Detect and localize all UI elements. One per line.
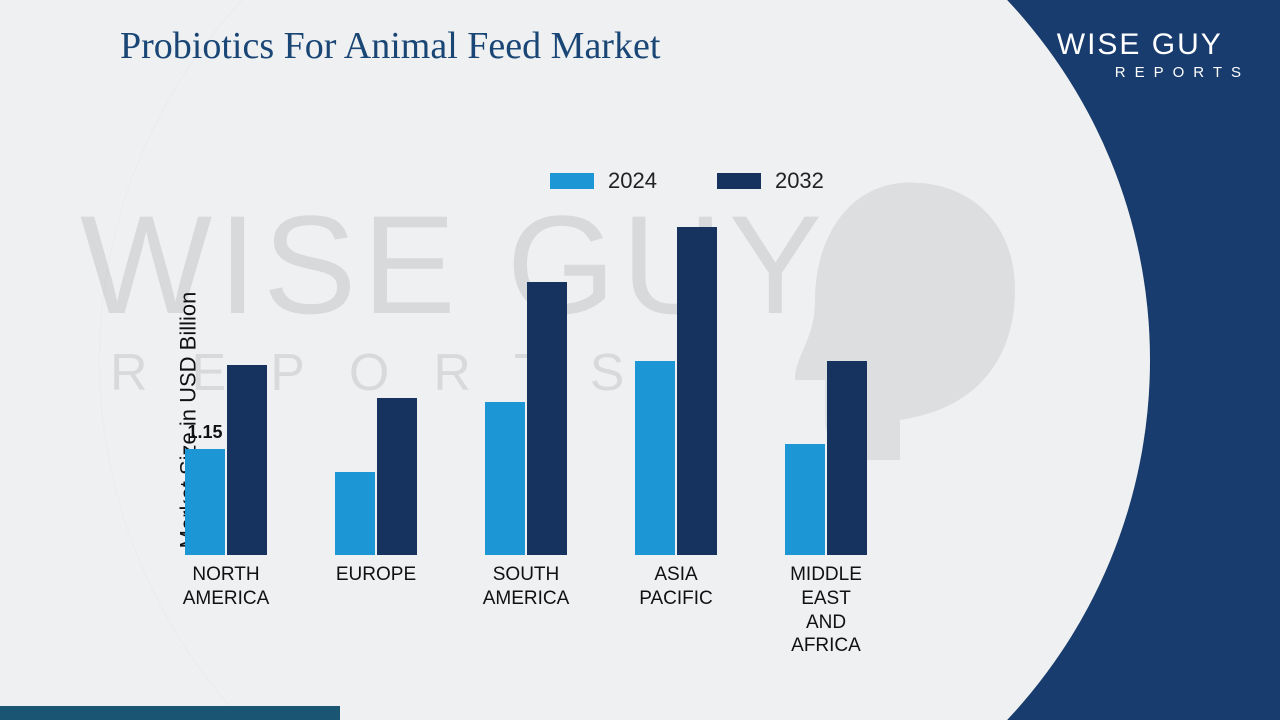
x-axis-category-label: NORTHAMERICA — [156, 563, 296, 611]
bar-2032 — [377, 398, 417, 555]
bar-2032 — [827, 361, 867, 555]
brand-logo: WISE GUY REPORTS — [1057, 28, 1250, 81]
bar-2032 — [527, 282, 567, 555]
x-axis-category-label: EUROPE — [306, 563, 446, 587]
bar-2024 — [185, 449, 225, 555]
x-axis-category-label: MIDDLEEASTANDAFRICA — [756, 563, 896, 658]
chart-title: Probiotics For Animal Feed Market — [120, 24, 660, 68]
bar-2024 — [785, 444, 825, 555]
plot-area: 1.15NORTHAMERICAEUROPESOUTHAMERICAASIAPA… — [155, 185, 945, 555]
chart-area: Market Size in USD Billion 1.15NORTHAMER… — [100, 180, 950, 660]
chart-canvas: WISE GUY REPORTS WISE GUY REPORTS Probio… — [0, 0, 1280, 720]
brand-name-line2: REPORTS — [1057, 64, 1250, 81]
bar-2024 — [335, 472, 375, 555]
brand-name-line1: WISE GUY — [1057, 28, 1250, 62]
bar-2024 — [485, 402, 525, 555]
x-axis-category-label: ASIAPACIFIC — [606, 563, 746, 611]
x-axis-category-label: SOUTHAMERICA — [456, 563, 596, 611]
bar-value-label: 1.15 — [175, 422, 235, 443]
bar-2032 — [677, 227, 717, 555]
bottom-accent-strip — [0, 706, 340, 720]
bar-2024 — [635, 361, 675, 555]
bar-2032 — [227, 365, 267, 555]
